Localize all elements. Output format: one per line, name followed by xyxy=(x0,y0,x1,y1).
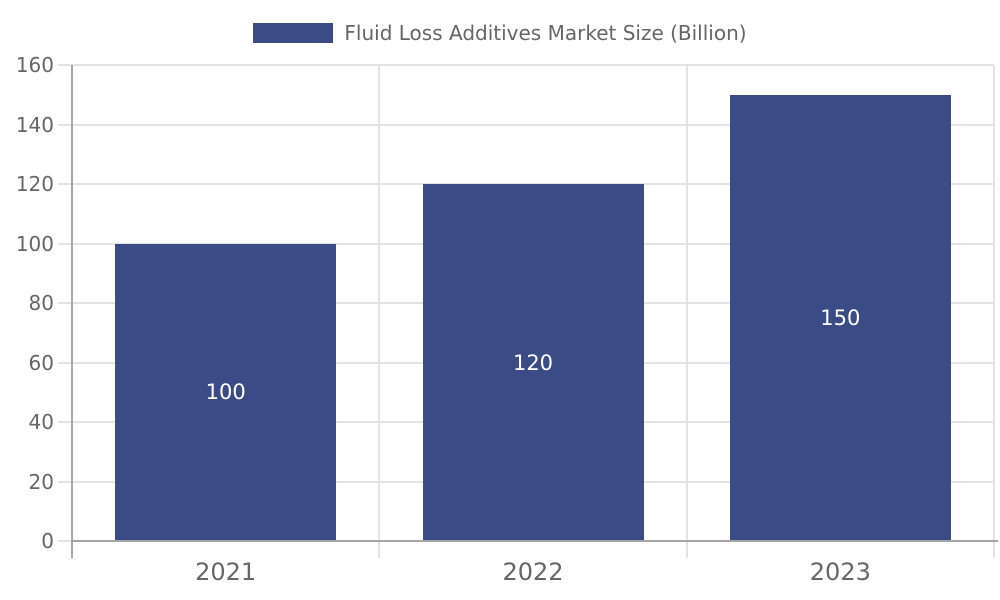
y-axis-tick xyxy=(58,302,72,304)
x-gridline xyxy=(378,65,381,558)
bar-value-label: 150 xyxy=(820,305,861,330)
y-axis-tick-label: 160 xyxy=(15,53,54,77)
x-axis-line xyxy=(72,539,998,542)
y-axis-tick-label: 40 xyxy=(28,410,54,434)
legend[interactable]: Fluid Loss Additives Market Size (Billio… xyxy=(0,21,1000,45)
y-axis-tick xyxy=(58,64,72,66)
y-axis-tick-label: 140 xyxy=(15,112,54,137)
y-axis-tick xyxy=(58,540,72,542)
y-axis-tick-label: 0 xyxy=(41,529,54,553)
y-axis-line xyxy=(70,65,73,558)
bar-value-label: 120 xyxy=(512,350,554,375)
y-axis-tick-label: 80 xyxy=(28,291,54,315)
x-gridline xyxy=(685,65,688,558)
y-axis-tick-label: 100 xyxy=(15,231,54,256)
y-gridline xyxy=(72,64,994,66)
y-axis-tick xyxy=(58,183,72,185)
bar-2022[interactable]: 120 xyxy=(422,184,644,541)
bar-2021[interactable]: 100 xyxy=(115,243,337,541)
x-axis-tick-label: 2023 xyxy=(809,558,871,586)
bar-2023[interactable]: 150 xyxy=(729,94,951,541)
x-axis-tick-label: 2022 xyxy=(502,558,564,586)
y-axis-tick-label: 60 xyxy=(28,350,54,375)
y-axis-tick xyxy=(58,421,72,423)
x-gridline xyxy=(993,65,995,558)
y-gridline xyxy=(72,123,994,126)
y-axis-tick xyxy=(58,480,72,483)
bar-value-label: 100 xyxy=(205,380,246,405)
y-axis-tick-label: 20 xyxy=(28,469,54,494)
y-axis-tick xyxy=(58,361,72,364)
x-axis-tick-label: 2021 xyxy=(195,558,257,586)
y-axis-tick xyxy=(58,242,72,245)
legend-label: Fluid Loss Additives Market Size (Billio… xyxy=(344,21,747,45)
y-axis-tick-label: 120 xyxy=(15,172,54,196)
legend-swatch xyxy=(253,23,334,43)
y-axis-tick xyxy=(58,123,72,126)
